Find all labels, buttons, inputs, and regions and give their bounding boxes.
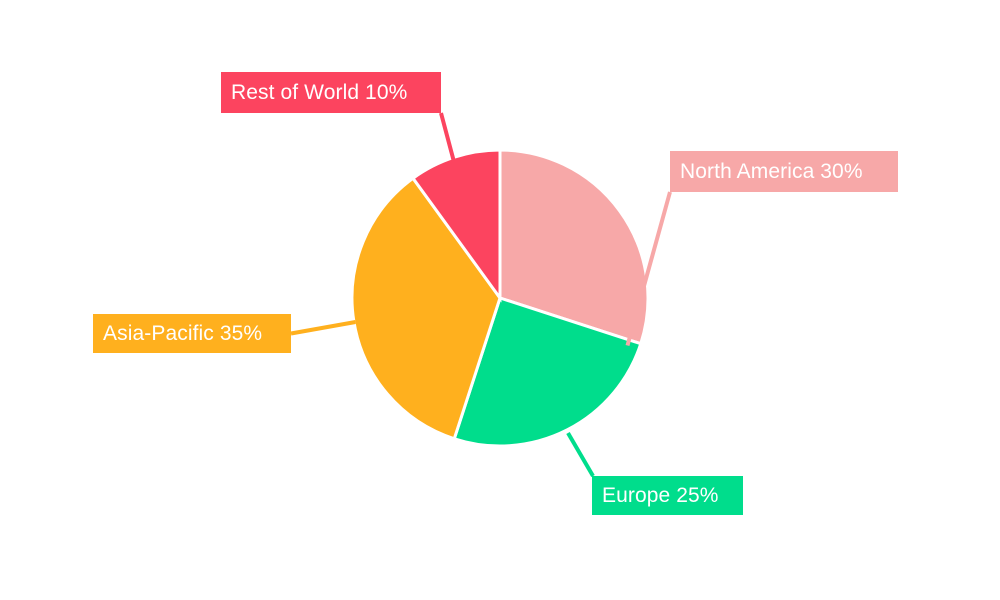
wedge-north-america[interactable] bbox=[498, 148, 650, 346]
leader-line-north-america bbox=[625, 191, 672, 347]
leader-line-asia-pacific bbox=[290, 320, 356, 336]
pie-leader-lines bbox=[290, 112, 672, 478]
leader-line-europe bbox=[566, 431, 595, 478]
slice-label-north-america[interactable]: North America 30% bbox=[670, 151, 898, 192]
slice-label-europe[interactable]: Europe 25% bbox=[592, 476, 743, 515]
wedge-europe[interactable] bbox=[452, 296, 643, 448]
slice-label-rest-of-world[interactable]: Rest of World 10% bbox=[221, 72, 441, 113]
slice-label-asia-pacific[interactable]: Asia-Pacific 35% bbox=[93, 314, 291, 353]
pie-wedges bbox=[350, 148, 650, 448]
leader-line-rest-of-world bbox=[439, 112, 456, 161]
